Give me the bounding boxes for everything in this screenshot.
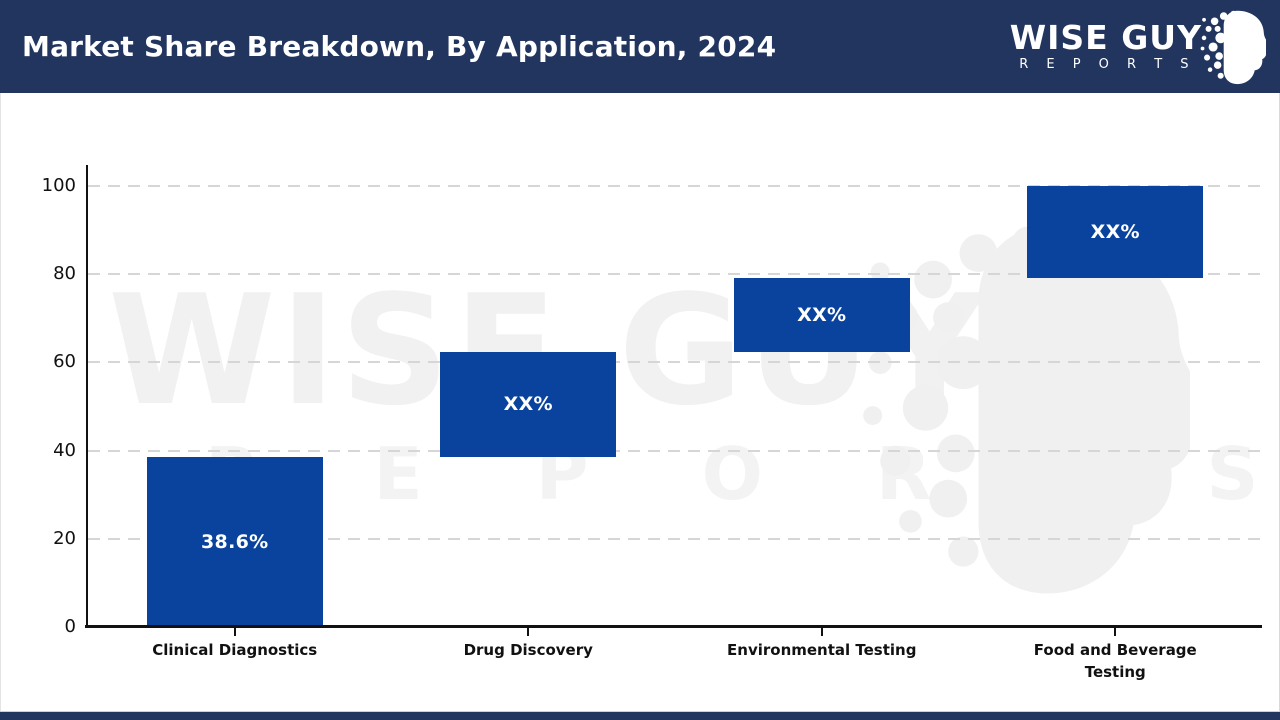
logo-wordmark: WISE GUY <box>1009 18 1202 57</box>
footer-divider-line <box>0 711 1280 712</box>
bar-clinical-diagnostics: 38.6% <box>146 456 323 627</box>
bar-food-and-beverage-testing: XX% <box>1027 186 1204 279</box>
bar-value-label: XX% <box>1090 221 1140 244</box>
x-axis-spine <box>85 625 1262 628</box>
x-tick-label-clinical-diagnostics: Clinical Diagnostics <box>152 641 318 659</box>
wise-guy-logo: WISE GUY R E P O R T S <box>1010 9 1266 85</box>
bar-value-label: 38.6% <box>201 530 269 553</box>
y-tick-label-0: 0 <box>64 616 76 637</box>
plot-area: 38.6% XX% XX% XX% <box>88 165 1262 627</box>
y-tick-label-60: 60 <box>53 351 76 373</box>
x-tick-label-environmental-testing: Environmental Testing <box>727 641 917 659</box>
gridline-60 <box>88 361 1262 364</box>
gridline-20 <box>88 537 1262 540</box>
x-tick-mark-environmental-testing <box>820 628 823 636</box>
bar-environmental-testing: XX% <box>733 278 910 352</box>
page-title: Market Share Breakdown, By Application, … <box>22 30 777 63</box>
y-tick-label-40: 40 <box>53 439 76 461</box>
x-tick-label-food-and-beverage-testing: Food and Beverage Testing <box>1033 641 1197 681</box>
gridline-40 <box>88 449 1262 452</box>
watermark-dotted-face <box>863 226 1190 594</box>
y-tick-label-20: 20 <box>53 527 76 549</box>
y-tick-label-80: 80 <box>53 263 76 285</box>
left-edge-line <box>0 93 1 720</box>
bar-value-label: XX% <box>797 303 847 326</box>
bar-drug-discovery: XX% <box>440 351 617 457</box>
x-tick-mark-drug-discovery <box>527 628 530 636</box>
x-tick-label-drug-discovery: Drug Discovery <box>463 641 593 659</box>
header: Market Share Breakdown, By Application, … <box>0 0 1280 93</box>
gridline-100 <box>88 185 1262 187</box>
dotted-face-icon <box>1200 10 1266 84</box>
logo-subtext: R E P O R T S <box>1019 57 1196 72</box>
x-tick-mark-clinical-diagnostics <box>233 628 236 636</box>
gridline-80 <box>88 273 1262 276</box>
bar-value-label: XX% <box>503 393 553 416</box>
logo-text: WISE GUY R E P O R T S <box>1010 21 1202 72</box>
footer-band <box>0 712 1280 720</box>
y-axis-spine <box>86 165 88 628</box>
y-tick-label-100: 100 <box>41 175 76 196</box>
x-tick-mark-food-and-beverage-testing <box>1114 628 1117 636</box>
